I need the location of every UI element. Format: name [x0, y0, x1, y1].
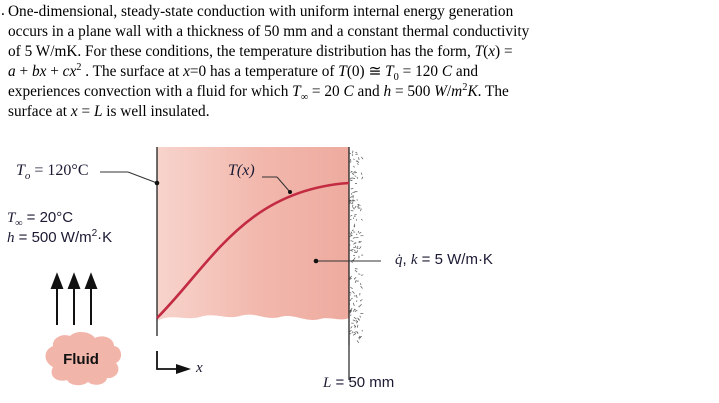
svg-text:Fluid: Fluid [63, 351, 99, 368]
